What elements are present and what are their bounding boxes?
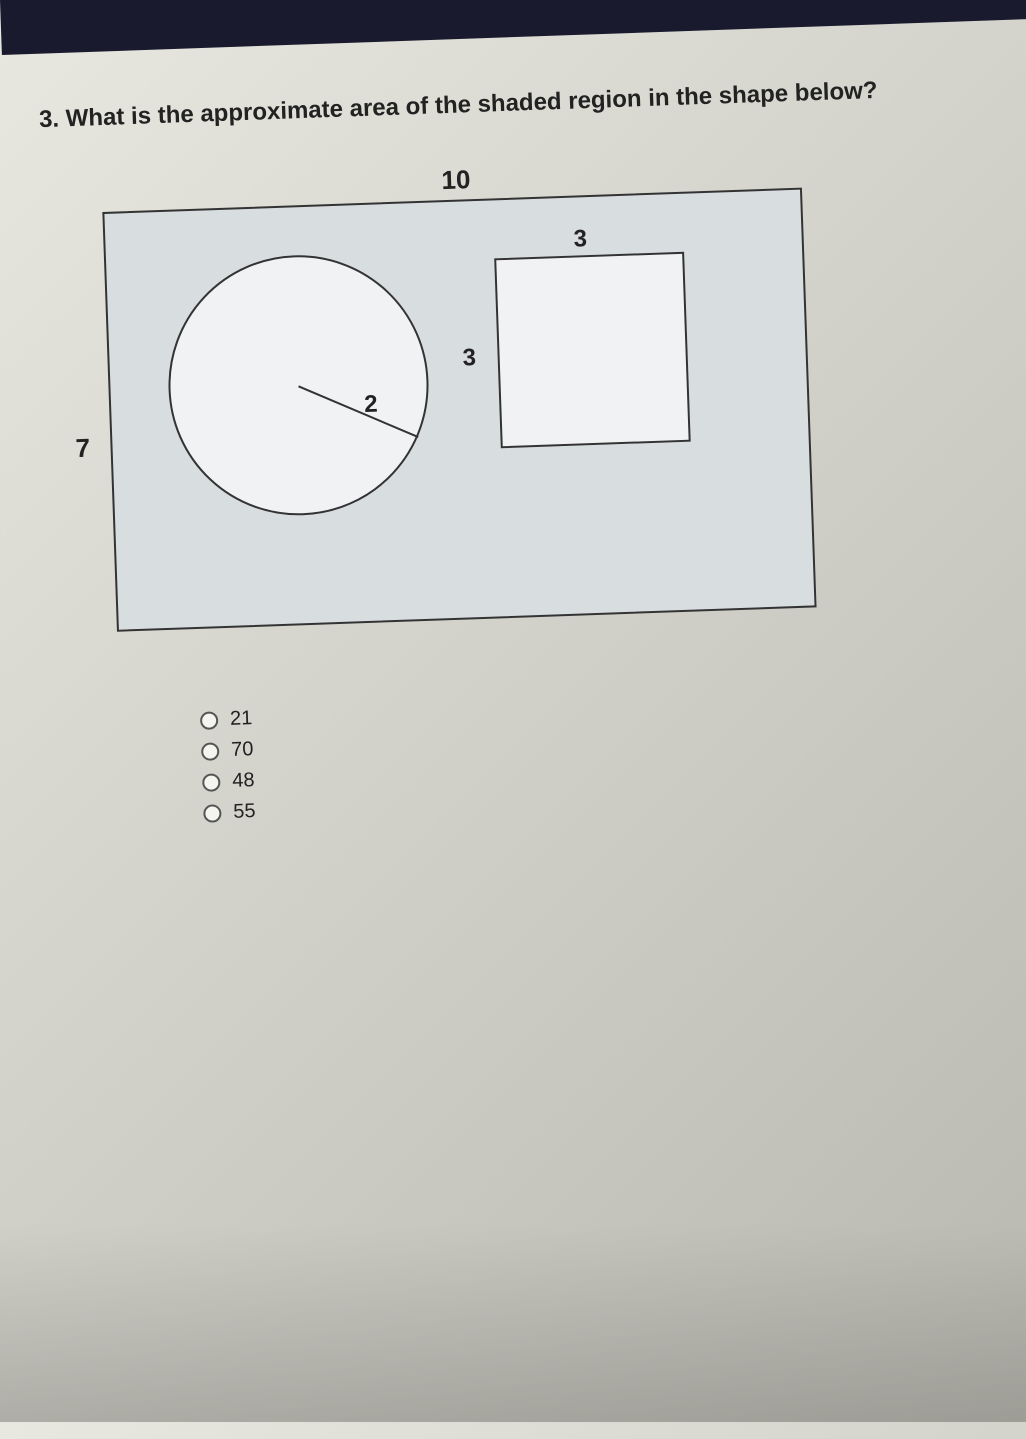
answer-label: 70: [231, 738, 254, 762]
inner-square: [494, 252, 691, 449]
question-text: 3. What is the approximate area of the s…: [39, 75, 945, 135]
question-number: 3.: [39, 105, 60, 133]
radio-icon[interactable]: [203, 804, 222, 823]
answer-options: 21 70 48 55: [200, 682, 970, 825]
rect-width-label: 10: [441, 164, 471, 196]
answer-label: 55: [233, 800, 256, 824]
question-body: What is the approximate area of the shad…: [65, 77, 878, 132]
radio-icon[interactable]: [200, 711, 219, 730]
diagram-area: 10 7 2 3 3: [101, 135, 898, 662]
circle-radius-label: 2: [364, 391, 378, 419]
page-container: 3. What is the approximate area of the s…: [0, 0, 1026, 1439]
radio-icon[interactable]: [202, 773, 221, 792]
radio-icon[interactable]: [201, 742, 220, 761]
square-side-label: 3: [462, 344, 476, 372]
square-top-label: 3: [573, 225, 587, 253]
answer-label: 48: [232, 769, 255, 793]
rect-height-label: 7: [75, 433, 91, 464]
answer-label: 21: [230, 707, 253, 731]
